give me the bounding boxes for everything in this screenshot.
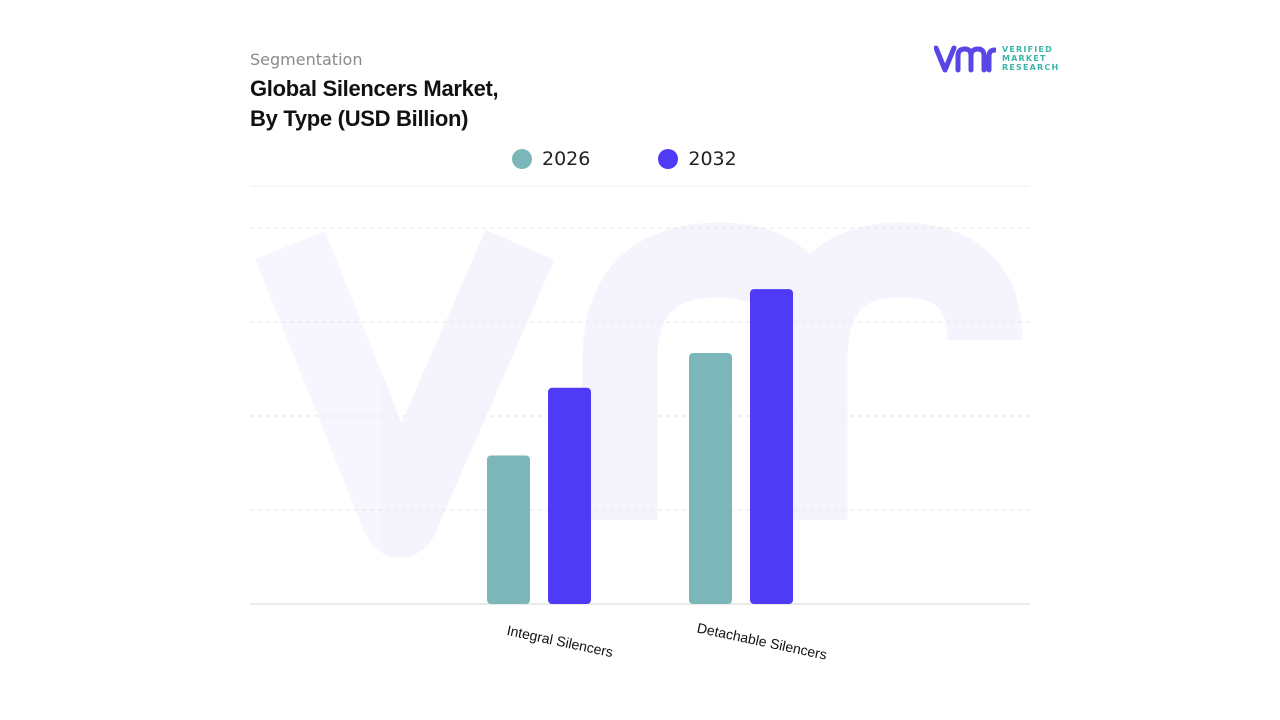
x-tick-label: Detachable Silencers	[696, 620, 829, 663]
bar-2032-detachable-silencers[interactable]	[750, 289, 793, 604]
legend-item-2032[interactable]: 2032	[658, 148, 737, 170]
bar-2026-detachable-silencers[interactable]	[689, 353, 732, 604]
legend-swatch-2026	[512, 149, 532, 169]
bar-2032-integral-silencers[interactable]	[548, 387, 591, 604]
legend-item-2026[interactable]: 2026	[512, 148, 590, 170]
legend-label-2032: 2032	[688, 148, 737, 170]
grid-layer	[250, 185, 1030, 605]
watermark	[255, 222, 1023, 558]
logo-line-1: VERIFIED	[1002, 45, 1053, 54]
x-tick-label: Integral Silencers	[505, 622, 614, 660]
vmr-logo-icon	[934, 45, 996, 73]
segment-label: Segmentation	[250, 50, 363, 69]
x-axis-labels: Integral Silencers Detachable Silencers	[505, 620, 828, 663]
logo-line-3: RESEARCH	[1002, 63, 1060, 72]
vmr-logo-text: VERIFIED MARKET RESEARCH	[1002, 45, 1059, 72]
chart-title-line-2: By Type (USD Billion)	[250, 106, 469, 131]
bar-2026-integral-silencers[interactable]	[487, 455, 530, 604]
legend-label-2026: 2026	[542, 148, 591, 170]
vmr-logo: VERIFIED MARKET RESEARCH	[934, 44, 1064, 76]
chart-title: Global Silencers Market, By Type (USD Bi…	[250, 74, 499, 134]
logo-line-2: MARKET	[1002, 54, 1047, 63]
chart-title-line-1: Global Silencers Market,	[250, 76, 499, 101]
chart-legend: 2026 2032	[512, 148, 737, 170]
bars-layer	[487, 289, 793, 604]
legend-swatch-2032	[658, 149, 679, 169]
